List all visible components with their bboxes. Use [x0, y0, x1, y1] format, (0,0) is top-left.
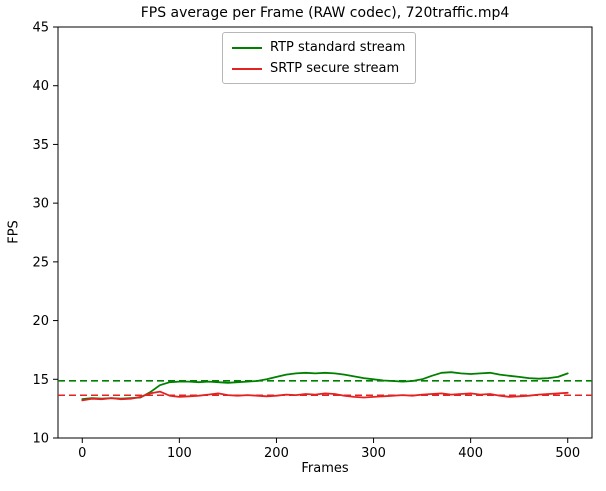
- y-tick-label: 20: [32, 314, 49, 329]
- x-axis-label: Frames: [301, 461, 349, 476]
- y-axis-label: FPS: [6, 220, 22, 244]
- legend: RTP standard stream SRTP secure stream: [222, 32, 417, 84]
- series-line: [81, 371, 569, 401]
- rtp-line-swatch: [232, 46, 262, 49]
- series-line: [81, 390, 569, 402]
- y-tick-label: 10: [32, 432, 49, 447]
- x-tick-label: 200: [264, 446, 289, 461]
- srtp-line-swatch: [232, 67, 262, 70]
- y-tick-label: 40: [32, 79, 49, 94]
- axes-frame: [57, 26, 593, 439]
- legend-label-rtp: RTP standard stream: [270, 40, 406, 55]
- legend-item-rtp: RTP standard stream: [232, 40, 405, 55]
- x-tick-label: 300: [361, 446, 386, 461]
- y-tick-label: 15: [32, 373, 49, 388]
- legend-item-srtp: SRTP secure stream: [232, 61, 405, 76]
- y-tick-label: 35: [32, 138, 49, 153]
- y-tick-label: 30: [32, 197, 49, 212]
- y-tick-label: 25: [32, 255, 49, 270]
- x-tick-label: 500: [555, 446, 580, 461]
- chart-title: FPS average per Frame (RAW codec), 720tr…: [140, 5, 510, 21]
- legend-label-srtp: SRTP secure stream: [270, 61, 400, 76]
- x-tick-label: 400: [458, 446, 483, 461]
- x-tick-label: 0: [78, 446, 86, 461]
- y-tick-label: 45: [32, 21, 49, 36]
- x-tick-label: 100: [167, 446, 192, 461]
